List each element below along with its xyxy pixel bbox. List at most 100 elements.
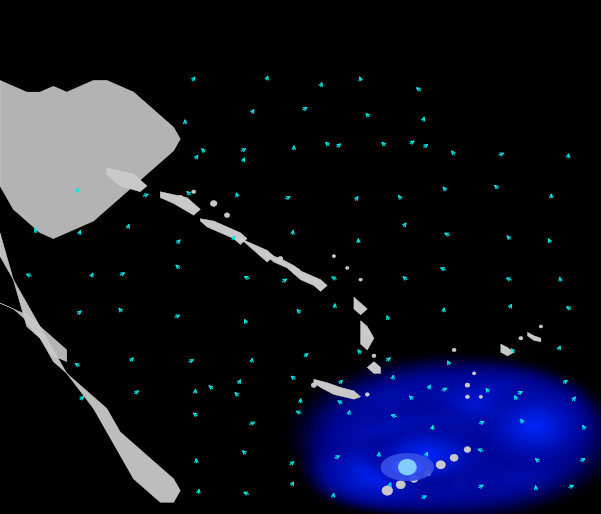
- Circle shape: [210, 200, 217, 206]
- Ellipse shape: [375, 470, 386, 476]
- Ellipse shape: [316, 440, 445, 506]
- Circle shape: [365, 393, 369, 396]
- Ellipse shape: [480, 388, 588, 464]
- Circle shape: [332, 254, 335, 258]
- Circle shape: [472, 372, 476, 375]
- Ellipse shape: [483, 414, 506, 427]
- Polygon shape: [0, 80, 180, 238]
- Ellipse shape: [412, 375, 576, 465]
- Circle shape: [410, 475, 418, 482]
- Ellipse shape: [302, 394, 526, 514]
- Ellipse shape: [505, 406, 564, 447]
- Ellipse shape: [424, 381, 565, 459]
- Ellipse shape: [373, 427, 481, 484]
- Ellipse shape: [408, 452, 420, 458]
- Ellipse shape: [343, 381, 566, 495]
- Ellipse shape: [408, 445, 447, 466]
- Ellipse shape: [413, 417, 495, 459]
- Circle shape: [519, 337, 523, 340]
- Ellipse shape: [310, 437, 451, 509]
- Circle shape: [224, 213, 230, 217]
- Ellipse shape: [441, 391, 547, 449]
- Ellipse shape: [401, 411, 507, 465]
- Ellipse shape: [453, 398, 535, 443]
- Ellipse shape: [475, 385, 593, 467]
- Ellipse shape: [382, 359, 601, 482]
- Ellipse shape: [466, 378, 601, 474]
- Polygon shape: [354, 297, 367, 315]
- Ellipse shape: [413, 448, 442, 463]
- Circle shape: [465, 395, 469, 398]
- Ellipse shape: [349, 383, 560, 492]
- Circle shape: [479, 395, 483, 398]
- Polygon shape: [267, 254, 300, 274]
- Text: Arrows show the wind wave direction: Arrows show the wind wave direction: [184, 29, 417, 42]
- Ellipse shape: [369, 467, 392, 479]
- Ellipse shape: [459, 401, 529, 439]
- Ellipse shape: [337, 378, 572, 498]
- Ellipse shape: [322, 443, 439, 503]
- Ellipse shape: [361, 427, 467, 484]
- Circle shape: [539, 325, 543, 328]
- Polygon shape: [0, 233, 180, 502]
- Ellipse shape: [448, 435, 460, 441]
- Ellipse shape: [290, 354, 601, 514]
- Ellipse shape: [394, 365, 594, 475]
- Ellipse shape: [319, 369, 589, 507]
- Ellipse shape: [304, 434, 457, 512]
- Circle shape: [464, 447, 471, 452]
- Ellipse shape: [296, 357, 601, 514]
- Ellipse shape: [360, 390, 548, 486]
- Circle shape: [311, 383, 317, 388]
- Ellipse shape: [402, 449, 426, 462]
- Ellipse shape: [379, 430, 477, 481]
- Ellipse shape: [395, 408, 513, 468]
- Circle shape: [192, 190, 196, 193]
- Ellipse shape: [355, 423, 473, 488]
- Ellipse shape: [332, 410, 496, 501]
- Polygon shape: [501, 344, 514, 356]
- Ellipse shape: [338, 413, 490, 498]
- Ellipse shape: [514, 412, 554, 440]
- Polygon shape: [240, 238, 274, 262]
- Circle shape: [382, 486, 392, 495]
- Ellipse shape: [418, 450, 437, 461]
- Ellipse shape: [388, 435, 466, 476]
- Circle shape: [372, 354, 376, 358]
- Ellipse shape: [372, 396, 536, 480]
- Ellipse shape: [379, 436, 450, 475]
- Ellipse shape: [363, 464, 398, 482]
- Ellipse shape: [403, 443, 452, 468]
- Ellipse shape: [340, 452, 422, 494]
- Ellipse shape: [406, 372, 582, 469]
- Ellipse shape: [373, 433, 455, 478]
- Ellipse shape: [490, 395, 578, 457]
- Circle shape: [465, 383, 470, 387]
- Ellipse shape: [393, 437, 462, 473]
- Ellipse shape: [423, 453, 432, 458]
- Ellipse shape: [334, 449, 428, 497]
- Ellipse shape: [471, 381, 598, 471]
- Ellipse shape: [377, 399, 531, 477]
- Ellipse shape: [510, 409, 559, 443]
- Ellipse shape: [435, 388, 553, 452]
- Circle shape: [396, 481, 405, 489]
- Circle shape: [365, 330, 370, 335]
- Ellipse shape: [366, 393, 542, 483]
- Ellipse shape: [391, 458, 423, 475]
- Ellipse shape: [351, 458, 410, 488]
- Ellipse shape: [325, 372, 584, 504]
- Polygon shape: [367, 362, 380, 373]
- Ellipse shape: [357, 461, 404, 485]
- Ellipse shape: [359, 419, 496, 491]
- Ellipse shape: [380, 453, 434, 481]
- Circle shape: [436, 461, 445, 469]
- Ellipse shape: [401, 464, 414, 471]
- Ellipse shape: [398, 440, 457, 471]
- Ellipse shape: [368, 425, 486, 486]
- Polygon shape: [294, 268, 327, 291]
- Ellipse shape: [344, 417, 484, 494]
- Ellipse shape: [320, 404, 508, 507]
- Ellipse shape: [298, 431, 463, 514]
- Circle shape: [346, 266, 349, 269]
